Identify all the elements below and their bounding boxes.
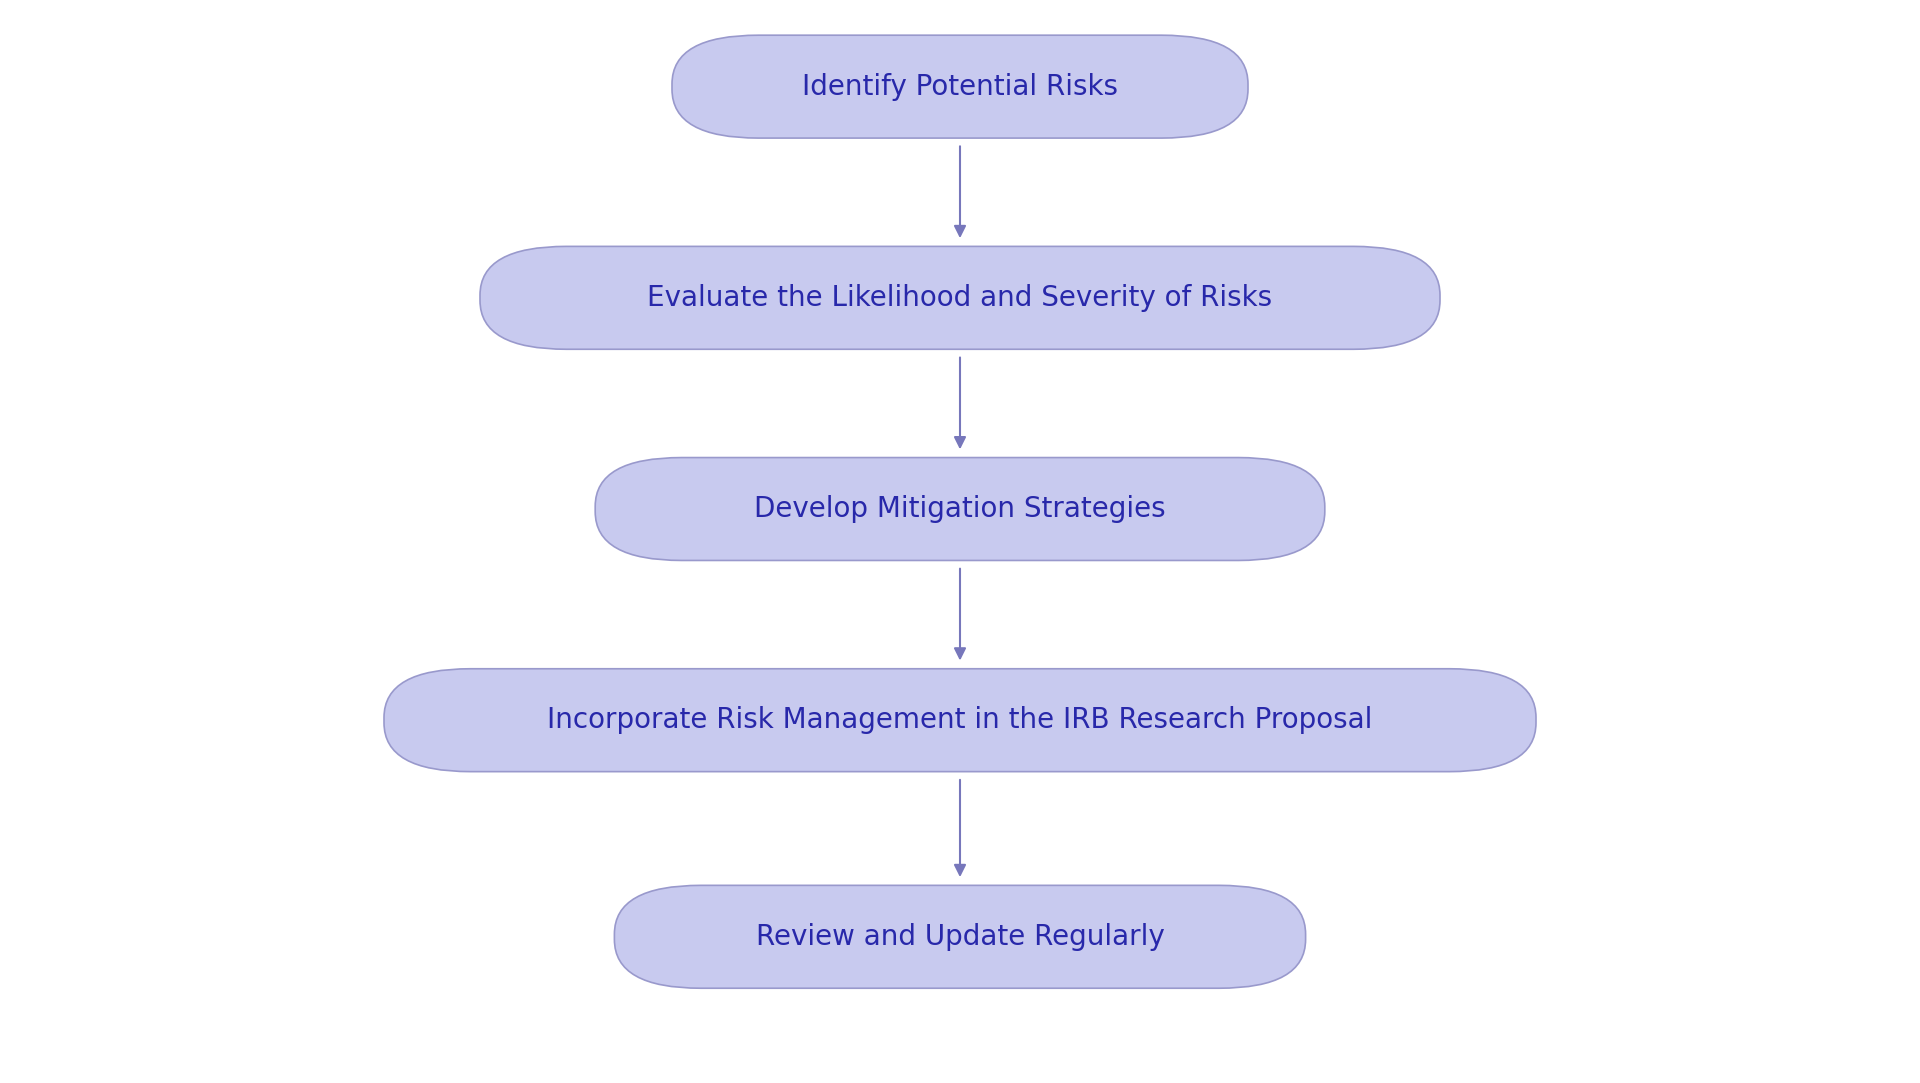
FancyBboxPatch shape <box>480 247 1440 349</box>
Text: Review and Update Regularly: Review and Update Regularly <box>756 923 1164 951</box>
Text: Evaluate the Likelihood and Severity of Risks: Evaluate the Likelihood and Severity of … <box>647 284 1273 312</box>
FancyBboxPatch shape <box>384 668 1536 771</box>
Text: Incorporate Risk Management in the IRB Research Proposal: Incorporate Risk Management in the IRB R… <box>547 706 1373 734</box>
FancyBboxPatch shape <box>614 886 1306 988</box>
Text: Develop Mitigation Strategies: Develop Mitigation Strategies <box>755 495 1165 523</box>
FancyBboxPatch shape <box>672 35 1248 139</box>
Text: Identify Potential Risks: Identify Potential Risks <box>803 73 1117 101</box>
FancyBboxPatch shape <box>595 457 1325 561</box>
